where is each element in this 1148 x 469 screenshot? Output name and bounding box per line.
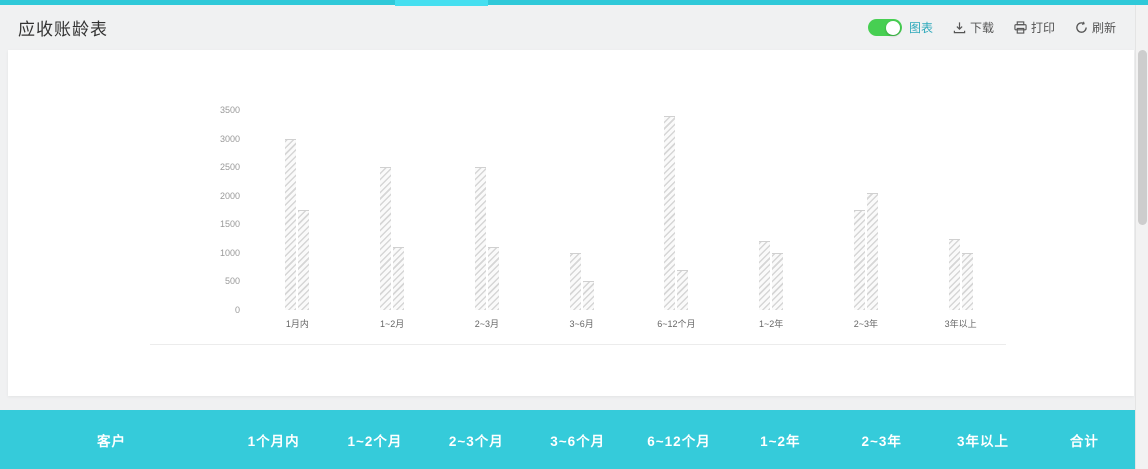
bar-group: 3年以上	[913, 110, 1008, 329]
bar-group: 2~3年	[819, 110, 914, 329]
x-axis-category-label: 1~2月	[379, 319, 405, 329]
y-axis-tick-label: 2000	[219, 190, 240, 201]
table-header-cell: 2~3年	[861, 433, 902, 449]
x-axis-category-label: 3年以上	[944, 319, 977, 329]
bar	[866, 192, 878, 310]
bar-group: 1~2年	[724, 110, 819, 329]
x-axis-category-label: 6~12个月	[657, 319, 696, 329]
refresh-icon	[1075, 21, 1088, 34]
bar	[393, 247, 405, 310]
table-header-cell: 6~12个月	[647, 433, 711, 449]
bar	[664, 115, 676, 310]
scrollbar-thumb[interactable]	[1138, 50, 1147, 225]
x-axis-category-label: 1月内	[285, 319, 309, 329]
toggle-label: 图表	[908, 21, 933, 35]
bar	[569, 252, 581, 310]
table-header-cell: 1个月内	[247, 433, 300, 449]
table-header-cell: 2~3个月	[448, 433, 504, 449]
print-icon	[1014, 21, 1027, 34]
bar-group: 3~6月	[534, 110, 629, 329]
top-accent-bar	[0, 0, 1148, 6]
bar-group: 1月内	[250, 110, 345, 329]
y-axis: 3500 3000 2500 2000 1500 1000 500 0	[208, 105, 250, 315]
y-axis-tick-label: 1500	[219, 219, 240, 230]
y-axis-tick-label: 1000	[219, 247, 240, 258]
bar	[759, 241, 771, 310]
bar	[582, 281, 594, 310]
bar	[298, 210, 310, 310]
x-axis-category-label: 1~2年	[758, 319, 784, 329]
bar	[948, 238, 960, 310]
bar-group: 2~3月	[440, 110, 535, 329]
download-label: 下载	[969, 21, 994, 35]
table-header-cell: 3年以上	[957, 433, 1010, 449]
y-axis-tick-label: 3500	[219, 105, 240, 115]
y-axis-tick-label: 3000	[219, 133, 240, 144]
toggle-switch-icon[interactable]	[867, 19, 902, 36]
x-axis-category-label: 3~6月	[569, 319, 594, 329]
bar-group: 1~2月	[345, 110, 440, 329]
chart-panel: 3500 3000 2500 2000 1500 1000 500 0 1月内 1~2月 2~3月…	[8, 50, 1134, 396]
download-button[interactable]: 下载	[953, 19, 994, 36]
table-header-cell: 1~2个月	[347, 433, 403, 449]
x-axis-category-label: 2~3月	[474, 319, 500, 329]
table-header-cell: 合计	[1069, 433, 1099, 449]
bar	[285, 138, 297, 310]
y-axis-tick-label: 500	[224, 276, 240, 287]
page-title: 应收账龄表	[18, 20, 108, 39]
bar-group: 6~12个月	[629, 110, 724, 329]
y-axis-tick-label: 2500	[219, 162, 240, 173]
toolbar: 图表 下载 打印	[867, 19, 1116, 36]
chart-plot: 1月内 1~2月 2~3月 3~6月 6~12个月 1~2年 2~3年 3年以上	[250, 110, 1008, 329]
page-header: 应收账龄表 图表 下载 打印	[0, 5, 1134, 50]
table-header-row: 客户 1个月内 1~2个月 2~3个月 3~6个月 6~12个月 1~2年 2~3年 3年以上 合…	[0, 410, 1135, 469]
download-icon	[953, 21, 966, 34]
bar-chart: 3500 3000 2500 2000 1500 1000 500 0 1月内 1~2月 2~3月…	[208, 105, 1008, 329]
toggle-knob	[886, 20, 901, 35]
bar	[487, 247, 499, 310]
print-label: 打印	[1030, 21, 1055, 35]
y-axis-tick-label: 0	[234, 305, 240, 315]
table-header-cell: 客户	[96, 433, 126, 449]
refresh-button[interactable]: 刷新	[1075, 19, 1116, 36]
bar	[380, 167, 392, 310]
bar	[677, 270, 689, 310]
vertical-scrollbar[interactable]	[1135, 5, 1148, 469]
refresh-label: 刷新	[1091, 21, 1116, 35]
bar	[853, 210, 865, 310]
x-axis-category-label: 2~3年	[853, 319, 879, 329]
top-accent-segment	[395, 0, 488, 6]
chart-view-toggle[interactable]: 图表	[867, 19, 933, 36]
bar	[474, 167, 486, 310]
print-button[interactable]: 打印	[1014, 19, 1055, 36]
bar	[772, 252, 784, 310]
chart-divider	[150, 344, 1006, 345]
bar	[961, 252, 973, 310]
table-header-cell: 1~2年	[760, 433, 801, 449]
table-header-cell: 3~6个月	[550, 433, 606, 449]
